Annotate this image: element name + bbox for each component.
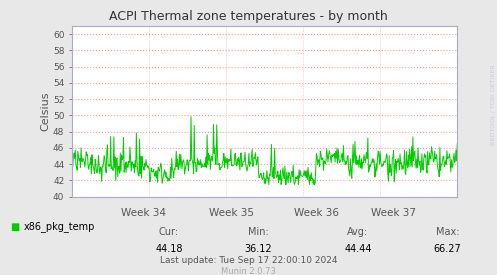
Text: x86_pkg_temp: x86_pkg_temp [24, 221, 95, 232]
Text: 66.27: 66.27 [433, 244, 461, 254]
Text: RRDTOOL / TOBI OETIKER: RRDTOOL / TOBI OETIKER [490, 64, 495, 145]
Text: 44.44: 44.44 [344, 244, 372, 254]
Text: ACPI Thermal zone temperatures - by month: ACPI Thermal zone temperatures - by mont… [109, 10, 388, 23]
Text: Last update: Tue Sep 17 22:00:10 2024: Last update: Tue Sep 17 22:00:10 2024 [160, 256, 337, 265]
Text: Cur:: Cur: [159, 227, 179, 237]
Text: Week 35: Week 35 [209, 208, 254, 218]
Text: 44.18: 44.18 [155, 244, 183, 254]
Text: Week 37: Week 37 [371, 208, 416, 218]
Text: ■: ■ [10, 222, 19, 232]
Text: 36.12: 36.12 [245, 244, 272, 254]
Text: Munin 2.0.73: Munin 2.0.73 [221, 267, 276, 275]
Text: Week 34: Week 34 [121, 208, 166, 218]
Text: Avg:: Avg: [347, 227, 368, 237]
Text: Week 36: Week 36 [294, 208, 339, 218]
Text: Min:: Min: [248, 227, 269, 237]
Text: Max:: Max: [435, 227, 459, 237]
Y-axis label: Celsius: Celsius [40, 92, 50, 131]
